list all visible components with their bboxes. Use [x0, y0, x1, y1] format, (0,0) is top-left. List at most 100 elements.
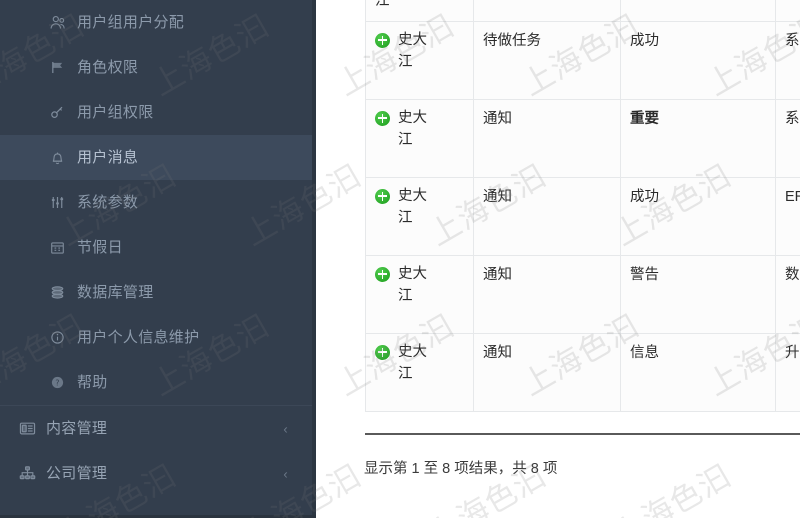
- content-board-icon: [18, 419, 40, 438]
- cell-title: [775, 0, 800, 22]
- cell-user: 史大江: [365, 176, 474, 256]
- title-text: 数据: [785, 266, 800, 283]
- title-text: 系统: [785, 32, 800, 49]
- cell-type: 通知: [473, 98, 621, 178]
- cell-level: 警告: [620, 254, 776, 334]
- flag-icon: [49, 59, 71, 76]
- sidebar-item-label: 数据库管理: [77, 284, 154, 301]
- sidebar-item-label: 内容管理: [46, 420, 108, 437]
- svg-text:?: ?: [55, 379, 59, 388]
- users-group-icon: [49, 14, 71, 31]
- type-text: 待做任务: [483, 32, 541, 49]
- cell-user: 史大江: [365, 254, 474, 334]
- cell-level: 重要: [620, 98, 776, 178]
- sidebar-item-user-profile-maintenance[interactable]: 用户个人信息维护: [0, 315, 316, 360]
- type-text: 通知: [483, 188, 512, 205]
- level-text: 成功: [630, 32, 659, 49]
- add-plus-icon[interactable]: [375, 344, 390, 360]
- add-plus-icon[interactable]: [375, 188, 390, 204]
- cell-title: ERP系: [775, 176, 800, 256]
- user-name-text: 史大江: [398, 109, 427, 148]
- table-row[interactable]: 江: [365, 0, 800, 22]
- cell-title: 数据: [775, 254, 800, 334]
- user-name-text: 史大江: [398, 187, 427, 226]
- type-text: 通知: [483, 110, 512, 127]
- sidebar-divider: [0, 405, 316, 406]
- org-chart-icon: [18, 464, 40, 483]
- level-text: 警告: [630, 266, 659, 283]
- cell-level: [620, 0, 776, 22]
- sidebar-item-user-message[interactable]: 用户消息: [0, 135, 316, 180]
- table-row[interactable]: 史大江 通知 信息 升级: [365, 332, 800, 412]
- sidebar-item-role-permission[interactable]: 角色权限: [0, 45, 316, 90]
- sidebar-bottom-edge: [0, 515, 316, 518]
- cell-level: 成功: [620, 176, 776, 256]
- table-row[interactable]: 史大江 通知 警告 数据: [365, 254, 800, 334]
- level-text: 成功: [630, 188, 659, 205]
- cell-user: 史大江: [365, 98, 474, 178]
- cell-type: [473, 0, 621, 22]
- cell-type: 通知: [473, 176, 621, 256]
- sidebar-item-label: 节假日: [77, 239, 123, 256]
- cell-title: 升级: [775, 332, 800, 412]
- cell-title: 系统: [775, 20, 800, 100]
- sidebar-item-system-parameters[interactable]: 系统参数: [0, 180, 316, 225]
- sidebar-item-content-management[interactable]: 内容管理 ‹: [0, 406, 316, 451]
- user-message-table-wrapper: 江 史大江 待做任: [365, 0, 800, 412]
- key-icon: [49, 104, 71, 121]
- cell-type: 通知: [473, 332, 621, 412]
- cell-title: 系统: [775, 98, 800, 178]
- table-row[interactable]: 史大江 待做任务 成功 系统: [365, 20, 800, 100]
- database-icon: [49, 284, 71, 301]
- cell-type: 待做任务: [473, 20, 621, 100]
- calendar-icon: [49, 239, 71, 256]
- cell-user: 史大江: [365, 332, 474, 412]
- sidebar-item-user-group-assignment[interactable]: 用户组用户分配: [0, 0, 316, 45]
- cell-type: 通知: [473, 254, 621, 334]
- sidebar-item-label: 角色权限: [77, 59, 139, 76]
- title-text: ERP系: [785, 188, 800, 205]
- cell-user: 史大江: [365, 20, 474, 100]
- add-plus-icon[interactable]: [375, 32, 390, 48]
- cell-level: 成功: [620, 20, 776, 100]
- sidebar-item-help[interactable]: ? 帮助: [0, 360, 316, 405]
- content-panel: 江 史大江 待做任: [316, 0, 800, 518]
- sidebar-scrollbar[interactable]: [312, 0, 316, 518]
- type-text: 通知: [483, 266, 512, 283]
- user-name-text: 江: [375, 0, 390, 9]
- sidebar-item-label: 公司管理: [46, 465, 108, 482]
- sidebar-item-user-group-permission[interactable]: 用户组权限: [0, 90, 316, 135]
- sidebar-item-database-management[interactable]: 数据库管理: [0, 270, 316, 315]
- sidebar-item-holiday[interactable]: 节假日: [0, 225, 316, 270]
- sidebar-item-label: 用户组权限: [77, 104, 154, 121]
- title-text: 升级: [785, 344, 800, 361]
- type-text: 通知: [483, 344, 512, 361]
- cell-user: 江: [365, 0, 474, 22]
- info-circle-icon: [49, 329, 71, 346]
- user-name-text: 史大江: [398, 265, 427, 304]
- bell-icon: [49, 149, 71, 166]
- result-summary-text: 显示第 1 至 8 项结果，共 8 项: [364, 461, 558, 477]
- add-plus-icon[interactable]: [375, 266, 390, 282]
- question-circle-icon: ?: [49, 374, 71, 391]
- sidebar-navigation: 用户组用户分配 角色权限 用户组权限: [0, 0, 316, 518]
- table-row[interactable]: 史大江 通知 重要 系统: [365, 98, 800, 178]
- sliders-icon: [49, 194, 71, 211]
- sidebar-item-company-management[interactable]: 公司管理 ‹: [0, 451, 316, 496]
- user-name-text: 史大江: [398, 31, 427, 70]
- table-row[interactable]: 史大江 通知 成功 ERP系: [365, 176, 800, 256]
- sidebar-item-label: 用户消息: [77, 149, 139, 166]
- add-plus-icon[interactable]: [375, 110, 390, 126]
- title-text: 系统: [785, 110, 800, 127]
- user-message-table: 江 史大江 待做任: [365, 0, 800, 412]
- sidebar-item-label: 帮助: [77, 374, 108, 391]
- sidebar-item-label: 用户个人信息维护: [77, 329, 200, 346]
- chevron-left-icon[interactable]: ‹: [283, 421, 288, 436]
- level-text: 信息: [630, 344, 659, 361]
- level-text: 重要: [630, 110, 659, 127]
- table-footer-rule: [365, 433, 800, 435]
- sidebar-item-label: 系统参数: [77, 194, 139, 211]
- chevron-left-icon[interactable]: ‹: [283, 466, 288, 481]
- sidebar-item-label: 用户组用户分配: [77, 14, 185, 31]
